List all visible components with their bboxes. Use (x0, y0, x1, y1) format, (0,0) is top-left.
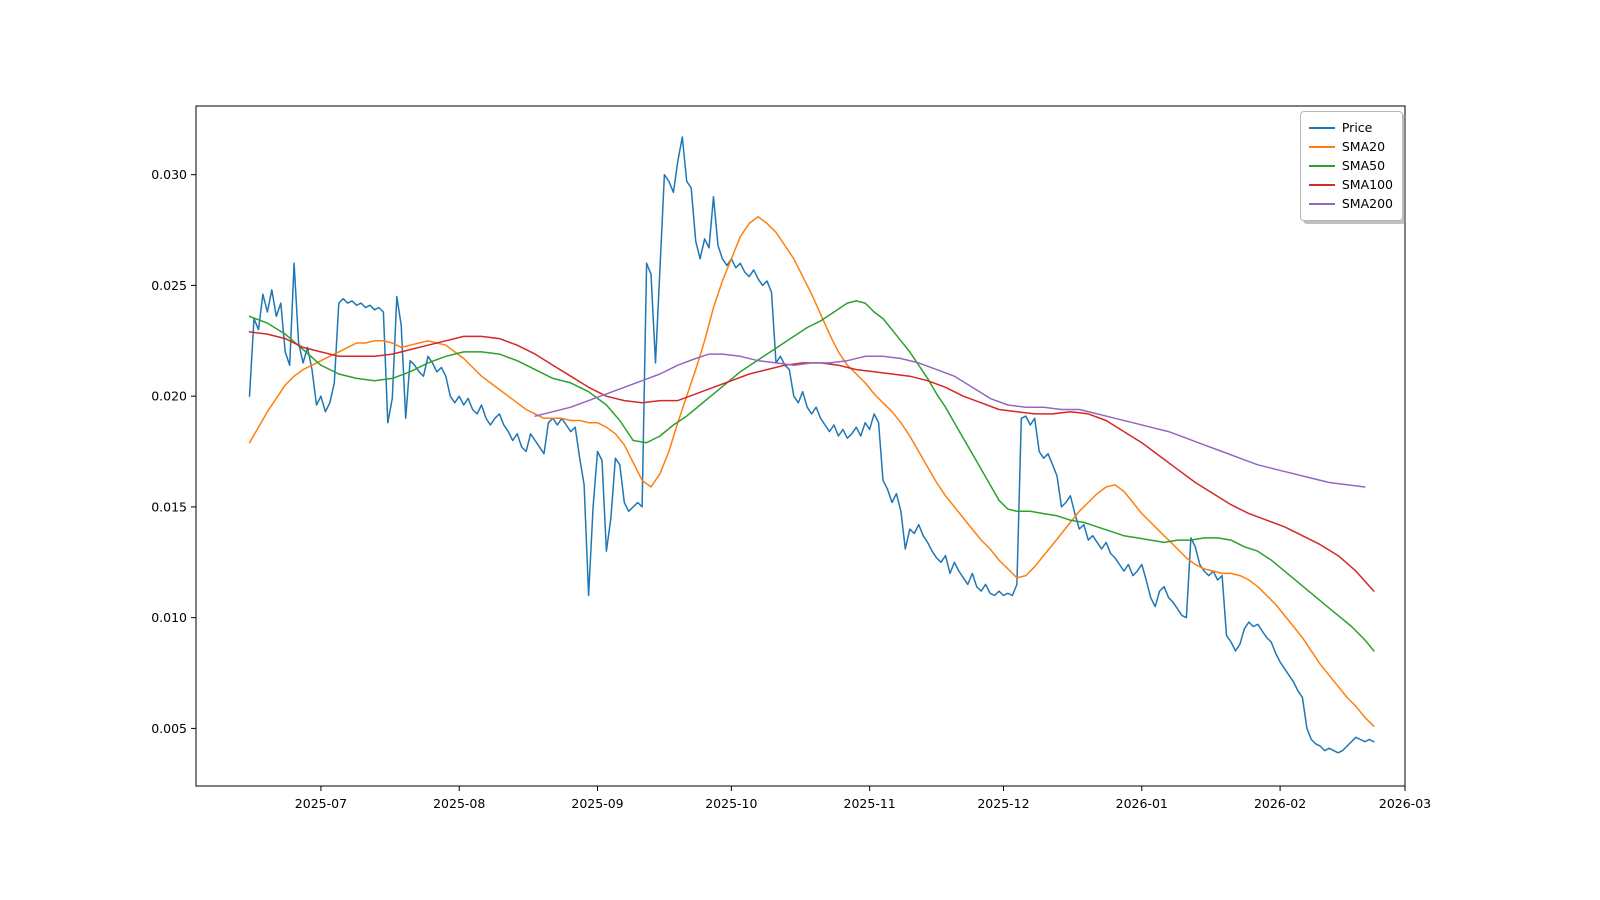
x-tick-label: 2026-02 (1254, 796, 1306, 811)
x-tick-label: 2025-08 (433, 796, 485, 811)
legend-item-sma100: SMA100 (1308, 175, 1393, 194)
legend-label: Price (1341, 120, 1373, 135)
legend-label: SMA50 (1341, 158, 1386, 173)
y-tick-label: 0.030 (151, 167, 187, 182)
legend-line-sample-sma20 (1308, 145, 1335, 148)
legend-line-sample-price (1308, 126, 1335, 129)
series-line-sma20 (248, 215, 1375, 727)
plot-border (195, 105, 1406, 787)
legend-line-sample-sma50 (1308, 164, 1335, 167)
x-tick-label: 2025-10 (705, 796, 757, 811)
legend-item-price: Price (1308, 118, 1393, 137)
series-line-sma200 (534, 353, 1366, 488)
legend-label: SMA100 (1341, 177, 1393, 192)
x-tick-label: 2026-03 (1379, 796, 1431, 811)
legend-item-sma200: SMA200 (1308, 194, 1393, 213)
legend: Price SMA20 SMA50 SMA100 SMA200 (1299, 111, 1403, 221)
y-tick-label: 0.010 (151, 610, 187, 625)
x-tick-label: 2025-09 (571, 796, 623, 811)
y-tick-label: 0.020 (151, 389, 187, 404)
legend-item-sma20: SMA20 (1308, 137, 1393, 156)
legend-line-sample-sma100 (1308, 183, 1335, 186)
x-tick-label: 2025-12 (977, 796, 1029, 811)
x-tick-label: 2025-07 (295, 796, 347, 811)
series-line-sma50 (248, 300, 1375, 652)
x-tick-label: 2026-01 (1116, 796, 1168, 811)
legend-label: SMA20 (1341, 139, 1386, 154)
legend-label: SMA200 (1341, 196, 1393, 211)
series-line-price (248, 136, 1375, 754)
y-tick-label: 0.015 (151, 499, 187, 514)
y-tick-label: 0.005 (151, 721, 187, 736)
x-tick-label: 2025-11 (844, 796, 896, 811)
legend-line-sample-sma200 (1308, 202, 1335, 205)
y-tick-label: 0.025 (151, 278, 187, 293)
legend-item-sma50: SMA50 (1308, 156, 1393, 175)
